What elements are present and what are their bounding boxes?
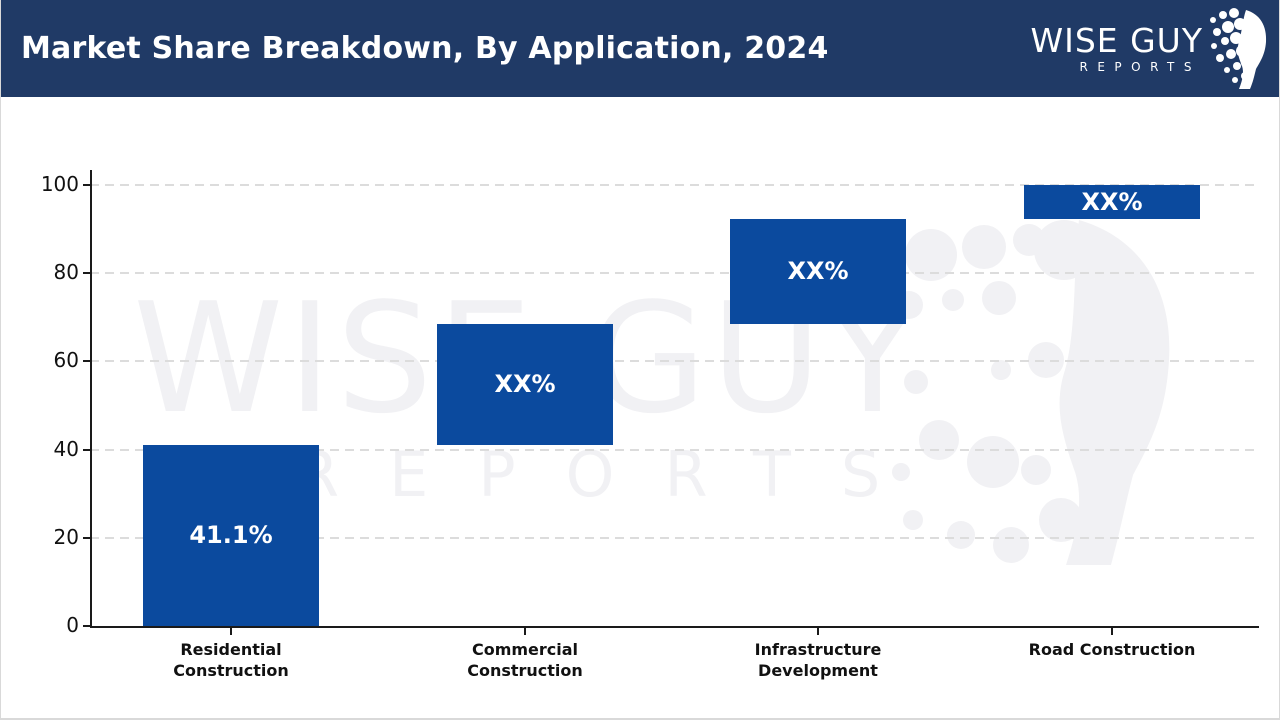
category-label-line: Residential — [180, 640, 282, 659]
x-axis-tick-mark — [230, 628, 232, 635]
bar-value-label: XX% — [1081, 187, 1143, 216]
y-axis-tick-mark — [83, 625, 90, 627]
category-label-line: Infrastructure — [754, 640, 882, 659]
y-axis-tick-label: 0 — [66, 613, 79, 637]
y-axis-tick-mark — [83, 272, 90, 275]
y-axis-tick-mark — [83, 448, 90, 451]
watermark-face-graphic — [892, 220, 1170, 565]
page-title: Market Share Breakdown, By Application, … — [21, 31, 829, 66]
logo-wordmark: WISE GUY — [1030, 20, 1203, 60]
bar-infrastructure-development: XX% — [730, 218, 906, 324]
header: Market Share Breakdown, By Application, … — [1, 0, 1279, 97]
x-axis-line — [90, 626, 1259, 628]
gridline — [90, 360, 1259, 363]
gridline — [90, 272, 1259, 275]
category-label: Road Construction — [982, 640, 1242, 661]
y-axis-tick-label: 60 — [53, 348, 79, 373]
category-label-line: Development — [758, 660, 878, 680]
logo-text: WISE GUY REPORTS — [1030, 20, 1203, 75]
logo-subtext: REPORTS — [1079, 60, 1201, 75]
gridline — [90, 536, 1259, 539]
y-axis-tick-label: 80 — [53, 260, 79, 285]
category-label-line: Commercial — [471, 640, 579, 659]
y-axis-tick-mark — [83, 360, 90, 363]
bar-commercial-construction: XX% — [437, 323, 613, 445]
bar-residential-construction: 41.1% — [143, 444, 319, 626]
y-axis-line — [90, 170, 92, 628]
gridline — [90, 184, 1259, 186]
x-axis-tick-mark — [1111, 628, 1113, 635]
y-axis-tick-label: 20 — [53, 524, 79, 549]
category-label: Commercial Construction — [395, 640, 655, 682]
category-label-line: Construction — [467, 660, 583, 680]
gridline — [90, 448, 1259, 451]
category-label-line: Construction — [173, 660, 289, 680]
y-axis-tick-mark — [83, 184, 90, 186]
x-axis-tick-mark — [817, 628, 819, 635]
bar-value-label: XX% — [787, 257, 849, 286]
category-label-line: Road Construction — [1028, 640, 1196, 659]
category-label: Infrastructure Development — [688, 640, 948, 682]
bar-road-construction: XX% — [1024, 185, 1200, 219]
y-axis-tick-label: 40 — [53, 436, 79, 461]
wiseguy-logo: WISE GUY REPORTS — [1030, 6, 1267, 92]
x-axis-tick-mark — [524, 628, 526, 635]
bar-value-label: 41.1% — [189, 521, 273, 550]
bar-value-label: XX% — [494, 370, 556, 399]
y-axis-tick-label: 100 — [40, 172, 79, 196]
logo-face-icon — [1210, 8, 1267, 89]
category-label: Residential Construction — [101, 640, 361, 682]
y-axis-tick-mark — [83, 536, 90, 539]
